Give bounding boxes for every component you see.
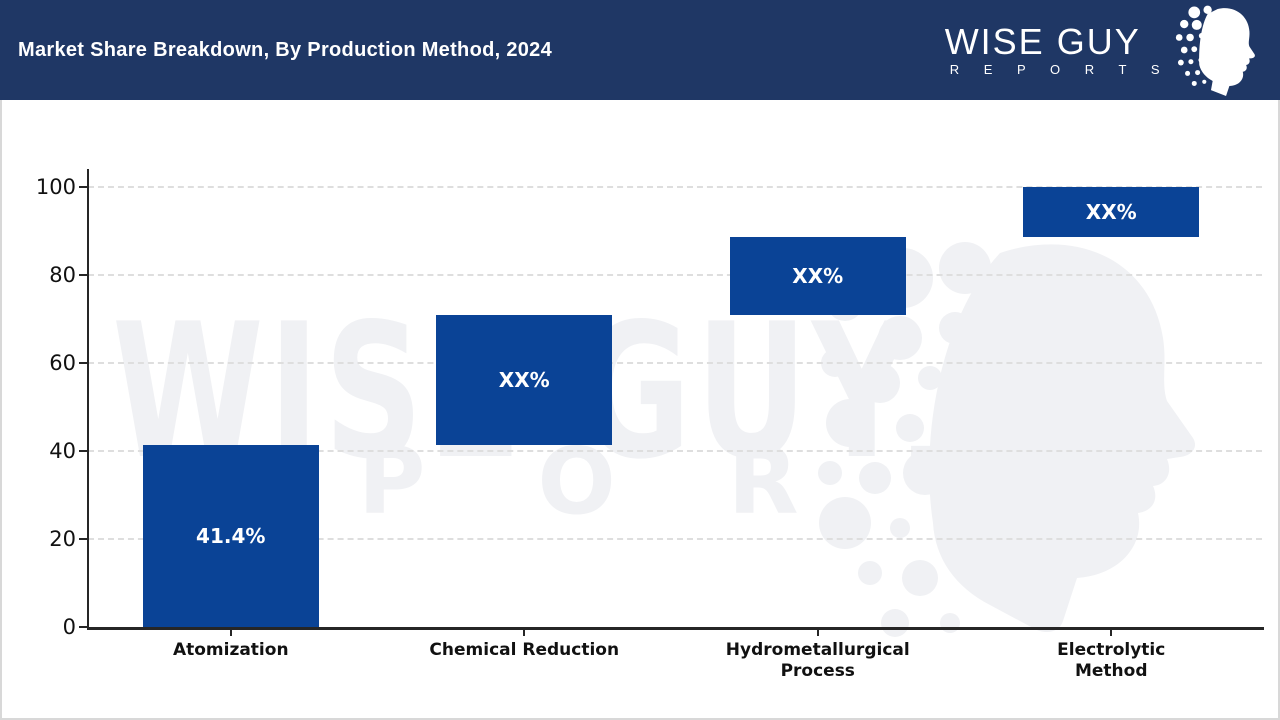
watermark-head-dots	[818, 242, 1196, 637]
logo-wordmark: WISE GUY	[944, 21, 1141, 63]
chart-title: Market Share Breakdown, By Production Me…	[18, 38, 553, 61]
logo-head-dots-icon	[1175, 5, 1255, 96]
wise-guy-reports-logo: WISE GUY R E P O R T S	[945, 4, 1260, 96]
header: Market Share Breakdown, By Production Me…	[0, 0, 1280, 100]
logo-subtitle: R E P O R T S	[949, 61, 1170, 77]
